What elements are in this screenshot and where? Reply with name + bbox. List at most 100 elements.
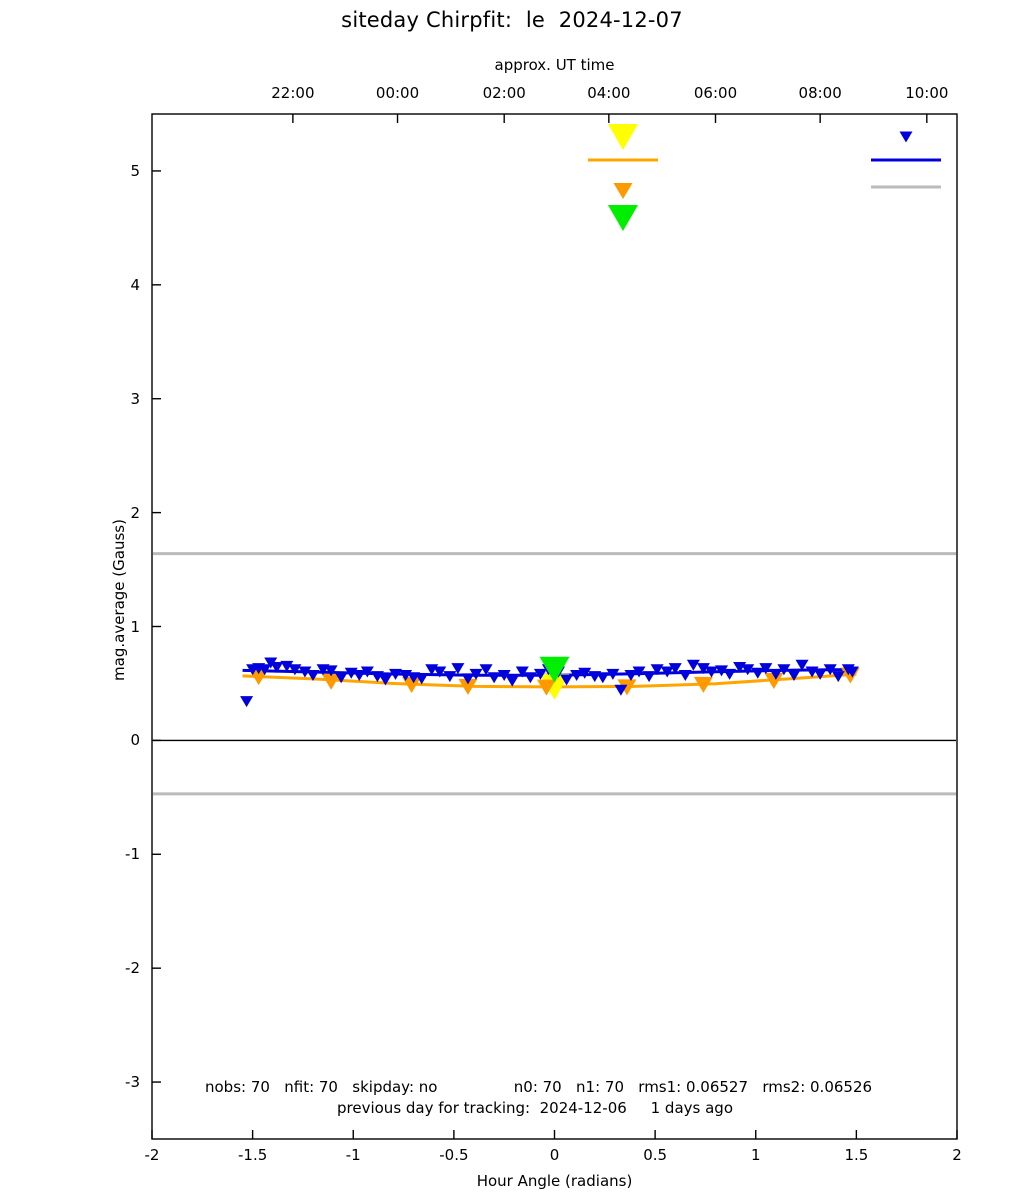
y-tick-label-6: -1 bbox=[125, 845, 140, 864]
y-tick-label-5: 0 bbox=[130, 731, 140, 750]
marker-observations bbox=[298, 666, 312, 678]
marker-observations bbox=[415, 673, 429, 685]
marker-observations bbox=[505, 675, 519, 687]
marker-observations bbox=[845, 666, 859, 678]
marker-observations bbox=[497, 669, 511, 681]
marker-observations bbox=[360, 666, 374, 678]
marker-tracking-points bbox=[402, 677, 422, 694]
marker-tracking-points bbox=[249, 669, 269, 686]
marker-tracking-points bbox=[693, 676, 713, 693]
marker-observations bbox=[686, 659, 700, 671]
top-axis-label: approx. UT time bbox=[494, 56, 615, 74]
top-tick-label-5: 08:00 bbox=[798, 84, 842, 102]
marker-observations bbox=[678, 669, 692, 681]
marker-observations bbox=[596, 672, 610, 684]
x-axis-label: Hour Angle (radians) bbox=[476, 1172, 633, 1190]
top-tick-label-3: 04:00 bbox=[587, 84, 631, 102]
marker-observations bbox=[433, 666, 447, 678]
marker-observations bbox=[560, 674, 574, 686]
x-tick-label-1: -1.5 bbox=[237, 1146, 268, 1164]
top-tick-label-6: 10:00 bbox=[905, 84, 949, 102]
marker-observations bbox=[823, 664, 837, 676]
marker-observations bbox=[606, 668, 620, 680]
marker-observations bbox=[280, 660, 294, 672]
marker-observations bbox=[288, 664, 302, 676]
marker-observations bbox=[240, 696, 254, 708]
x-tick-label-0: -2 bbox=[144, 1146, 160, 1164]
y-tick-label-8: -3 bbox=[125, 1073, 140, 1092]
x-tick-label-5: 0.5 bbox=[643, 1146, 668, 1164]
marker-observations bbox=[523, 672, 537, 684]
marker-observations bbox=[258, 664, 272, 676]
top-tick-label-2: 02:00 bbox=[482, 84, 526, 102]
marker-observations bbox=[515, 666, 529, 678]
plot-frame bbox=[151, 113, 958, 1140]
legend-marker-right-0 bbox=[899, 131, 913, 143]
marker-observations bbox=[334, 672, 348, 684]
marker-observations bbox=[378, 674, 392, 686]
y-tick-label-0: 5 bbox=[130, 161, 140, 180]
y-tick-label-3: 2 bbox=[130, 503, 140, 522]
marker-observations bbox=[469, 668, 483, 680]
marker-observations bbox=[306, 669, 320, 681]
marker-tracking-points bbox=[617, 679, 637, 696]
marker-observations bbox=[624, 669, 638, 681]
x-tick-label-3: -0.5 bbox=[439, 1146, 469, 1164]
x-tick-label-2: -1 bbox=[345, 1146, 361, 1164]
marker-tracking-points bbox=[458, 678, 478, 695]
marker-tracking-points bbox=[536, 679, 556, 696]
marker-observations bbox=[614, 684, 628, 696]
series-points-observations bbox=[240, 657, 859, 708]
marker-observations bbox=[352, 669, 366, 681]
series-points-a0 bbox=[539, 656, 570, 683]
x-tick-label-6: 1 bbox=[750, 1146, 761, 1164]
marker-observations bbox=[487, 672, 501, 684]
marker-observations bbox=[787, 669, 801, 681]
series-points-tracking-points bbox=[249, 667, 860, 696]
marker-observations bbox=[831, 671, 845, 683]
marker-observations bbox=[813, 668, 827, 680]
marker-observations bbox=[795, 659, 809, 671]
marker-observations bbox=[723, 668, 737, 680]
x-tick-label-4: 0 bbox=[549, 1146, 560, 1164]
marker-observations bbox=[264, 657, 278, 669]
marker-observations bbox=[759, 663, 773, 675]
y-tick-label-1: 4 bbox=[130, 275, 140, 294]
marker-observations bbox=[741, 664, 755, 676]
legend-marker-left-3 bbox=[608, 205, 638, 231]
top-tick-label-4: 06:00 bbox=[693, 84, 738, 102]
legend-marker-left-0 bbox=[608, 124, 638, 150]
marker-observations bbox=[660, 666, 674, 678]
marker-observations bbox=[533, 668, 547, 680]
marker-tracking-points bbox=[764, 672, 784, 689]
y-tick-label-2: 3 bbox=[130, 389, 140, 408]
footer-tracking-line: previous day for tracking: 2024-12-06 1 … bbox=[337, 1099, 733, 1117]
marker-observations bbox=[570, 669, 584, 681]
marker-observations bbox=[668, 663, 682, 675]
y-tick-label-7: -2 bbox=[125, 959, 140, 978]
page-title: siteday Chirpfit: le 2024-12-07 bbox=[341, 8, 683, 32]
marker-observations bbox=[769, 668, 783, 680]
x-tick-label-8: 2 bbox=[952, 1146, 962, 1164]
y-tick-label-4: 1 bbox=[130, 617, 140, 636]
marker-observations bbox=[715, 665, 729, 677]
marker-observations bbox=[270, 662, 284, 673]
marker-observations bbox=[650, 664, 664, 676]
legend-marker-left-2 bbox=[613, 183, 633, 199]
marker-observations bbox=[443, 671, 457, 683]
marker-observations bbox=[642, 671, 656, 683]
marker-observations bbox=[479, 664, 493, 676]
marker-observations bbox=[751, 667, 765, 679]
marker-observations bbox=[389, 668, 403, 680]
top-tick-label-1: 00:00 bbox=[375, 84, 420, 102]
marker-observations bbox=[777, 664, 791, 676]
marker-tracking-points bbox=[321, 673, 341, 690]
marker-a0 bbox=[539, 656, 570, 683]
x-tick-label-7: 1.5 bbox=[844, 1146, 869, 1164]
marker-observations bbox=[370, 671, 384, 683]
marker-observations bbox=[324, 665, 338, 677]
marker-observations bbox=[696, 663, 710, 675]
marker-observations bbox=[578, 667, 592, 679]
marker-observations bbox=[704, 666, 718, 678]
